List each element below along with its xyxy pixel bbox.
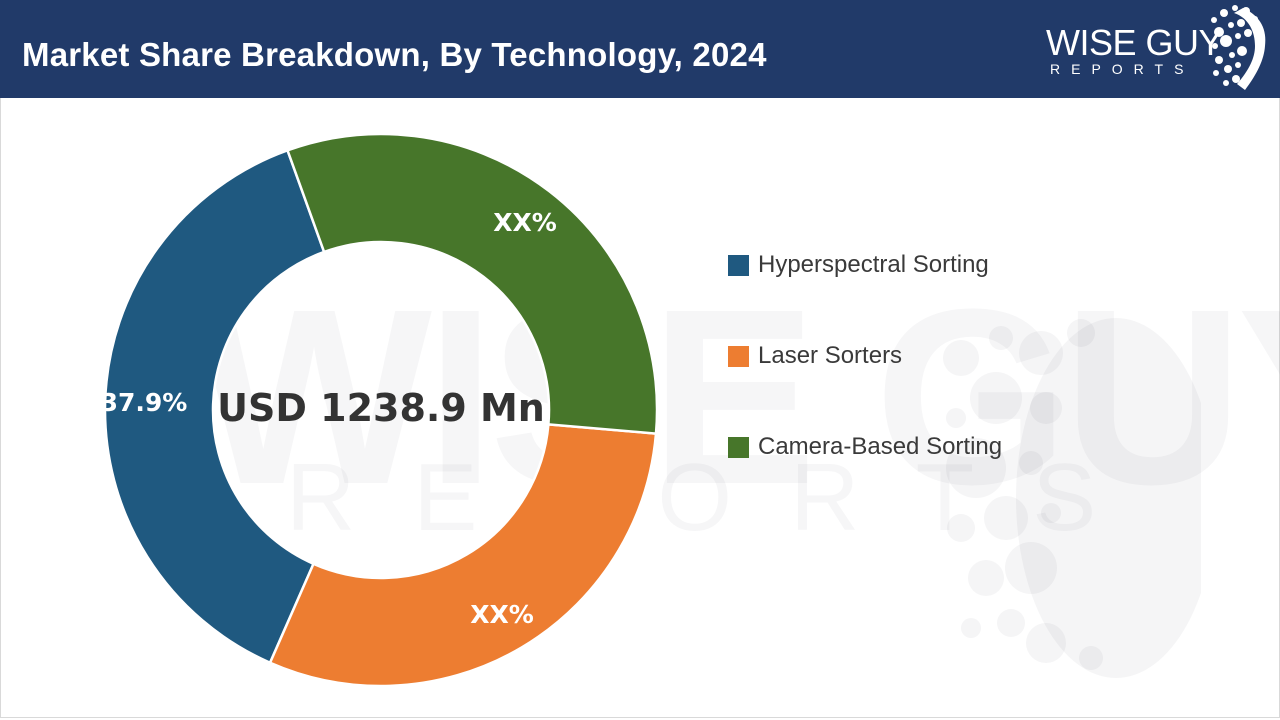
legend-item-camera-based-sorting: Camera-Based Sorting: [728, 433, 1002, 461]
chart-canvas: WISE GUY REPORTS: [0, 98, 1280, 718]
legend-swatch-green: [728, 436, 749, 458]
legend-item-hyperspectral-sorting: Hyperspectral Sorting: [728, 251, 989, 279]
logo-wordmark: WISE GUY: [1046, 22, 1223, 63]
watermark-wordmark: WISE GUY: [196, 253, 1280, 540]
logo-face-icon: [1211, 5, 1266, 90]
legend-label: Hyperspectral Sorting: [758, 251, 989, 278]
header-bar: Market Share Breakdown, By Technology, 2…: [0, 0, 1280, 98]
legend-swatch-blue: [728, 254, 749, 276]
logo-subtitle: REPORTS: [1050, 61, 1195, 77]
wise-guy-logo: WISE GUY REPORTS: [1044, 0, 1274, 98]
legend-item-laser-sorters: Laser Sorters: [728, 342, 902, 370]
page-title: Market Share Breakdown, By Technology, 2…: [22, 36, 767, 73]
legend-swatch-orange: [728, 345, 749, 367]
legend-label: Laser Sorters: [758, 342, 903, 369]
legend-label: Camera-Based Sorting: [758, 433, 1003, 460]
